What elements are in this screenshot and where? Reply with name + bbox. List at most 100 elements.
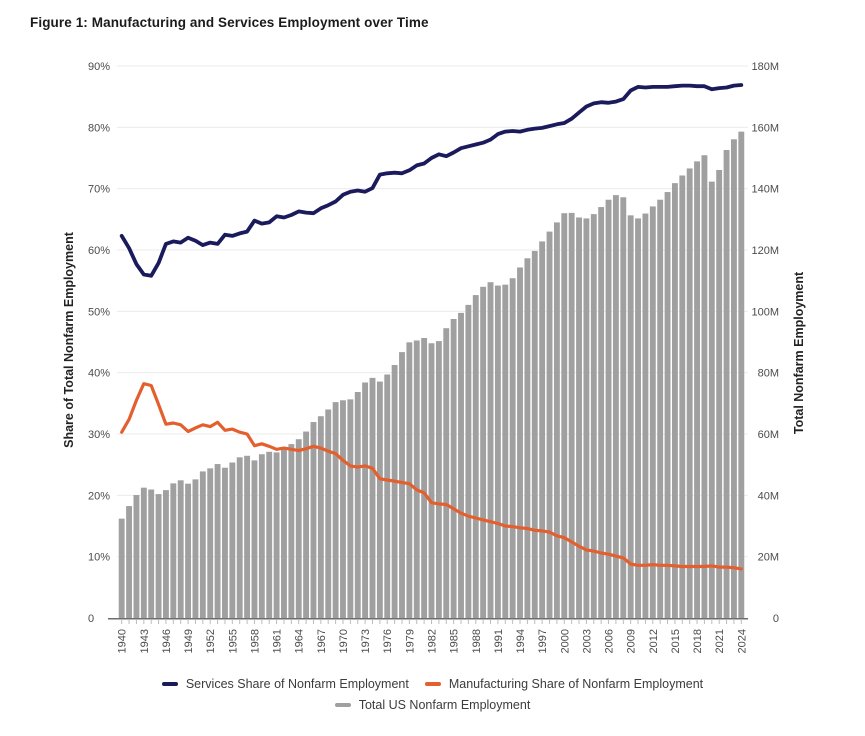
right-axis-tick-label: 80M <box>758 368 779 380</box>
total-bar-swatch-icon <box>334 703 351 707</box>
x-axis-tick-label: 1946 <box>161 629 173 653</box>
x-axis-tick-label: 2003 <box>581 629 593 653</box>
left-axis-tick-label: 60% <box>88 245 110 257</box>
total-employment-bar <box>620 197 627 618</box>
x-axis-tick-label: 2021 <box>714 629 726 653</box>
total-employment-bar <box>273 452 280 618</box>
total-employment-bar <box>546 231 553 618</box>
x-axis-tick-label: 1994 <box>515 629 527 653</box>
total-employment-bar <box>325 409 332 618</box>
total-employment-bar <box>686 168 693 618</box>
x-axis-tick-label: 1964 <box>294 629 306 653</box>
legend-item-total: Total US Nonfarm Employment <box>334 698 531 712</box>
legend-row-1: Services Share of Nonfarm Employment Man… <box>161 677 704 691</box>
x-axis-tick-label: 1979 <box>404 629 416 653</box>
x-axis-tick-label: 1985 <box>449 629 461 653</box>
total-employment-bar <box>229 462 236 618</box>
total-employment-bar <box>731 139 737 619</box>
right-axis-tick-label: 100M <box>751 306 779 318</box>
right-axis-tick-label: 120M <box>751 245 779 257</box>
total-employment-bar <box>443 328 450 618</box>
total-employment-bar <box>738 131 745 618</box>
total-employment-bar <box>207 468 214 618</box>
x-axis-tick-label: 1955 <box>227 629 239 653</box>
total-employment-bar <box>303 431 310 618</box>
employment-chart: 1940 1943 1946 1949 1952 1955 1958 1961 1964 1967… <box>88 61 779 653</box>
total-employment-bar <box>266 451 273 618</box>
total-employment-bar <box>723 150 730 618</box>
total-employment-bar <box>502 284 509 618</box>
total-employment-bar <box>694 161 700 618</box>
total-employment-bar <box>236 457 243 618</box>
total-employment-bar <box>517 267 523 618</box>
total-employment-bar <box>199 471 206 618</box>
total-employment-bar <box>657 199 664 618</box>
right-axis-tick-label: 180M <box>751 61 779 73</box>
services-share-line <box>119 83 744 278</box>
x-axis-tick-label: 1949 <box>183 629 195 653</box>
total-employment-bar <box>612 195 619 619</box>
x-axis-tick-label: 2009 <box>626 629 638 653</box>
total-employment-bar <box>421 338 428 618</box>
right-axis-tick-label: 160M <box>751 122 779 134</box>
total-employment-bar <box>163 490 169 618</box>
total-employment-bar <box>561 213 568 618</box>
legend-item-services: Services Share of Nonfarm Employment <box>161 677 409 691</box>
total-employment-bar <box>126 506 133 618</box>
manufacturing-line-swatch-icon <box>424 682 441 686</box>
total-employment-bar <box>450 319 457 618</box>
right-axis-tick-label: 60M <box>758 429 779 441</box>
total-employment-bar <box>635 218 641 618</box>
left-axis-tick-label: 10% <box>88 552 110 564</box>
total-employment-bar <box>281 447 287 618</box>
total-employment-bar <box>649 206 656 618</box>
x-axis-tick-label: 1973 <box>360 629 372 653</box>
total-employment-bar <box>332 402 339 618</box>
total-employment-bar <box>708 181 715 619</box>
total-employment-bar <box>509 278 516 618</box>
total-employment-bar <box>295 439 302 618</box>
total-employment-bar <box>472 295 479 618</box>
figure-title: Figure 1: Manufacturing and Services Emp… <box>30 15 429 30</box>
total-employment-bar <box>384 374 391 618</box>
legend-row-2: Total US Nonfarm Employment <box>334 698 531 712</box>
total-employment-bar <box>524 258 531 618</box>
total-employment-bar <box>583 218 590 618</box>
legend-label-total: Total US Nonfarm Employment <box>358 698 531 712</box>
total-employment-bar <box>340 400 346 618</box>
total-employment-bar <box>413 340 420 618</box>
left-axis-tick-label: 30% <box>88 429 110 441</box>
total-employment-bar <box>354 391 361 618</box>
total-employment-bar <box>192 479 199 618</box>
total-employment-bar <box>148 489 155 618</box>
total-employment-bar <box>568 212 575 618</box>
x-axis-tick-label: 1997 <box>537 629 549 653</box>
total-employment-bar <box>605 199 612 618</box>
total-employment-bar <box>399 352 405 618</box>
left-axis-tick-label: 0 <box>88 613 94 625</box>
x-axis-tick-label: 1952 <box>205 629 217 653</box>
x-axis-tick-label: 1961 <box>272 629 284 653</box>
total-employment-bar <box>701 155 708 619</box>
services-line-swatch-icon <box>161 682 178 686</box>
total-employment-bar <box>480 286 487 618</box>
total-employment-bar <box>391 365 398 618</box>
legend-label-manufacturing: Manufacturing Share of Nonfarm Employmen… <box>448 677 704 691</box>
total-employment-bar <box>133 495 140 618</box>
right-axis-tick-label: 140M <box>751 184 779 196</box>
x-axis-tick-label: 1943 <box>139 629 151 653</box>
total-employment-bar <box>118 518 125 618</box>
legend-label-services: Services Share of Nonfarm Employment <box>185 677 409 691</box>
x-axis-tick-label: 1940 <box>117 629 129 653</box>
total-employment-bar <box>679 175 686 619</box>
total-employment-bar <box>671 183 678 618</box>
left-axis-title: Share of Total Nonfarm Employment <box>62 232 76 448</box>
total-employment-bar <box>376 381 383 618</box>
total-employment-bar <box>642 213 649 618</box>
left-axis-tick-label: 80% <box>88 122 110 134</box>
total-employment-bar <box>185 483 192 618</box>
x-axis-tick-label: 2018 <box>692 629 704 653</box>
total-employment-bar <box>539 241 546 618</box>
total-employment-bar <box>553 222 560 618</box>
total-employment-bar <box>317 416 324 618</box>
